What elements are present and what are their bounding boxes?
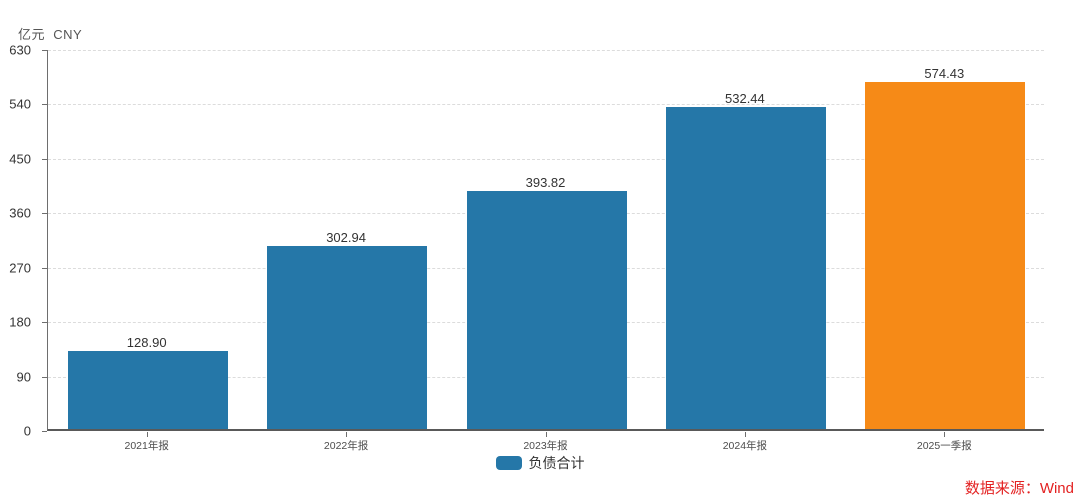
legend-swatch-icon: [495, 456, 522, 470]
bar-2025一季报[interactable]: [865, 81, 1026, 429]
y-tick-mark: [42, 50, 47, 51]
y-tick-mark: [42, 158, 47, 160]
gridline-y-450: [48, 158, 1044, 160]
bar-value-label: 393.82: [525, 174, 566, 190]
x-tick-mark: [944, 432, 946, 437]
x-tick-label: 2024年报: [722, 440, 768, 452]
x-tick-mark: [744, 432, 746, 437]
plot-area: [47, 50, 1044, 431]
bar-2021年报[interactable]: [67, 351, 228, 429]
y-tick-mark: [42, 431, 47, 432]
legend: 负债合计: [0, 453, 1080, 473]
y-tick-mark: [42, 104, 47, 106]
y-tick-label: 270: [9, 260, 31, 276]
y-axis-unit-label: 亿元 CNY: [18, 27, 83, 42]
data-source-note: 数据来源：Wind: [964, 480, 1074, 497]
y-tick-mark: [42, 267, 47, 269]
y-tick-label: 360: [9, 205, 31, 221]
x-tick-mark: [146, 432, 148, 437]
bar-2022年报[interactable]: [267, 245, 428, 429]
legend-item-liabilities[interactable]: 负债合计: [495, 453, 585, 473]
x-tick-label: 2021年报: [124, 440, 169, 452]
x-tick-label: 2022年报: [323, 440, 369, 452]
gridline-y-630: [48, 50, 1044, 51]
x-tick-mark: [545, 432, 547, 437]
y-tick-label: 0: [23, 423, 31, 439]
y-tick-label: 450: [9, 151, 31, 167]
y-tick-label: 540: [9, 96, 31, 112]
bar-value-label: 574.43: [924, 65, 965, 81]
gridline-y-540: [48, 104, 1044, 106]
bar-value-label: 532.44: [725, 91, 765, 106]
bar-2024年报[interactable]: [665, 107, 826, 429]
y-tick-label: 630: [9, 42, 31, 58]
x-tick-mark: [346, 432, 348, 437]
x-tick-label: 2025一季报: [916, 440, 972, 452]
y-tick-label: 90: [16, 369, 31, 385]
bar-value-label: 302.94: [326, 229, 366, 245]
y-tick-mark: [42, 376, 47, 378]
y-axis-labels: 0 90 180 270 360 450 540 630: [0, 43, 39, 439]
y-tick-mark: [42, 213, 47, 215]
legend-label: 负债合计: [528, 455, 585, 471]
x-tick-label: 2023年报: [523, 440, 568, 452]
bar-2023年报[interactable]: [466, 190, 627, 429]
y-tick-mark: [42, 322, 47, 324]
y-tick-label: 180: [9, 314, 31, 330]
bar-value-label: 128.90: [126, 335, 167, 351]
